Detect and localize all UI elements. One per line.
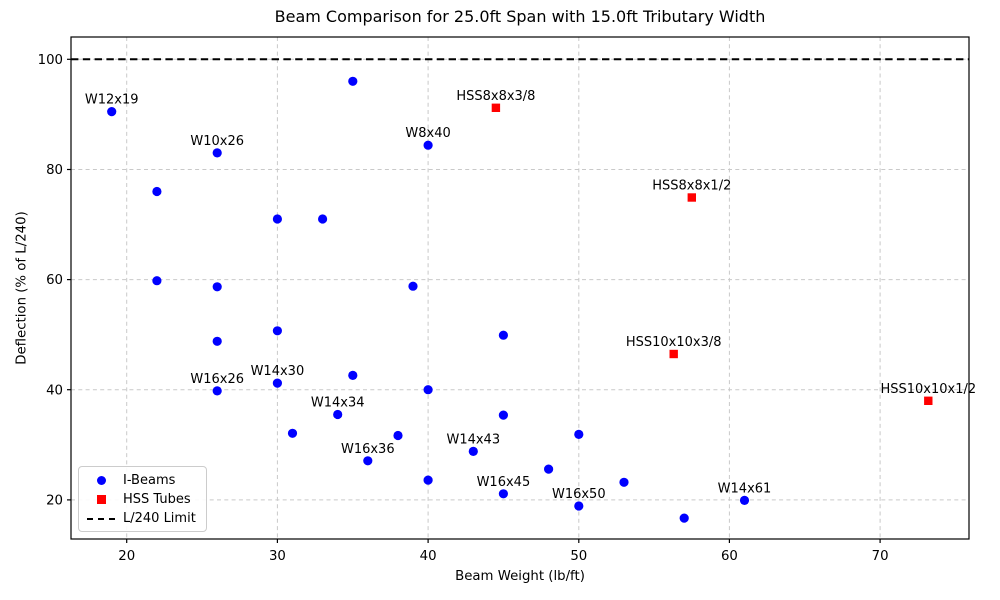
legend-row-ibeams: I-Beams [83, 471, 206, 490]
chart-title: Beam Comparison for 25.0ft Span with 15.… [274, 7, 766, 26]
data-point-W14x34 [333, 409, 343, 420]
data-point-I-Beams-40-23.6 [423, 475, 433, 485]
y-tick-label-60: 60 [46, 273, 63, 288]
data-point-I-Beams-50-31.9 [574, 429, 584, 439]
x-tick-label-40: 40 [420, 549, 437, 564]
point-label-W16x26: W16x26 [190, 372, 244, 387]
point-label-HSS8x8x3/8: HSS8x8x3/8 [456, 89, 535, 104]
data-point-I-Beams-40-40 [423, 385, 433, 395]
x-tick-label-60: 60 [721, 549, 738, 564]
data-point-I-Beams-35-96 [348, 76, 358, 86]
x-tick-label-20: 20 [118, 549, 135, 564]
data-point-W16x50 [574, 501, 584, 511]
data-point-W14x43 [468, 446, 478, 456]
legend-label-ibeams: I-Beams [123, 473, 176, 488]
data-point-I-Beams-22-59.8 [152, 276, 162, 286]
data-point-HSS8x8x1/2 [687, 193, 696, 202]
data-point-I-Beams-48-25.6 [544, 464, 554, 474]
y-tick-label-80: 80 [46, 163, 63, 178]
data-point-I-Beams-53-23.2 [619, 477, 629, 487]
data-point-I-Beams-30-71 [272, 214, 282, 224]
point-label-W16x45: W16x45 [477, 475, 531, 490]
data-point-I-Beams-35-42.6 [348, 370, 358, 380]
plot-border [70, 36, 970, 540]
data-point-I-Beams-22-76 [152, 186, 162, 197]
data-point-HSS8x8x3/8 [491, 103, 501, 112]
data-point-W14x61 [739, 495, 750, 505]
legend-row-limit: L/240 Limit [83, 509, 206, 528]
hss-square-marker-icon [83, 495, 119, 504]
ibeam-circle-marker-icon [83, 476, 119, 485]
legend: I-Beams HSS Tubes L/240 Limit [78, 466, 207, 532]
data-point-W8x40 [423, 140, 433, 150]
y-tick-label-20: 20 [46, 494, 63, 509]
data-point-W16x26 [212, 386, 222, 396]
legend-row-hss: HSS Tubes [83, 490, 206, 509]
point-label-W10x26: W10x26 [190, 134, 244, 149]
limit-dashed-line-icon [83, 517, 119, 520]
x-axis-label: Beam Weight (lb/ft) [455, 569, 585, 584]
data-point-W12x19 [107, 107, 117, 117]
data-point-W16x45 [498, 489, 508, 499]
data-point-I-Beams-39-58.8 [408, 281, 418, 291]
point-label-HSS10x10x3/8: HSS10x10x3/8 [626, 335, 722, 350]
data-point-I-Beams-31-32.1 [287, 428, 298, 438]
point-label-W8x40: W8x40 [405, 126, 450, 141]
data-point-I-Beams-57-16.7 [679, 513, 689, 523]
point-label-HSS10x10x1/2: HSS10x10x1/2 [880, 382, 976, 397]
point-label-W14x43: W14x43 [446, 432, 500, 447]
data-point-I-Beams-26-48.8 [212, 336, 222, 346]
point-label-W16x36: W16x36 [341, 442, 395, 457]
data-point-W10x26 [212, 148, 222, 158]
data-point-I-Beams-26-58.7 [212, 282, 222, 292]
data-point-W14x30 [272, 378, 282, 388]
y-tick-label-100: 100 [38, 53, 63, 68]
data-point-HSS10x10x1/2 [924, 396, 933, 405]
data-point-I-Beams-45-35.4 [498, 410, 508, 420]
point-label-W14x61: W14x61 [718, 481, 772, 496]
x-tick-label-70: 70 [872, 549, 889, 564]
point-label-W16x50: W16x50 [552, 487, 606, 502]
data-point-I-Beams-45-49.9 [498, 330, 508, 340]
point-label-HSS8x8x1/2: HSS8x8x1/2 [652, 179, 731, 194]
x-tick-label-50: 50 [570, 549, 587, 564]
y-axis-label: Deflection (% of L/240) [14, 211, 30, 365]
data-point-HSS10x10x3/8 [669, 349, 678, 359]
y-tick-label-40: 40 [46, 383, 63, 398]
data-point-I-Beams-30-50.7 [272, 326, 282, 336]
data-point-I-Beams-33-71 [318, 214, 328, 224]
data-point-W16x36 [363, 456, 373, 466]
x-tick-label-30: 30 [269, 549, 286, 564]
point-label-W14x30: W14x30 [251, 364, 305, 379]
point-label-W12x19: W12x19 [85, 93, 139, 108]
point-label-W14x34: W14x34 [311, 396, 365, 411]
legend-label-hss: HSS Tubes [123, 492, 191, 507]
data-point-I-Beams-38-31.7 [393, 430, 403, 441]
legend-label-limit: L/240 Limit [123, 511, 196, 526]
